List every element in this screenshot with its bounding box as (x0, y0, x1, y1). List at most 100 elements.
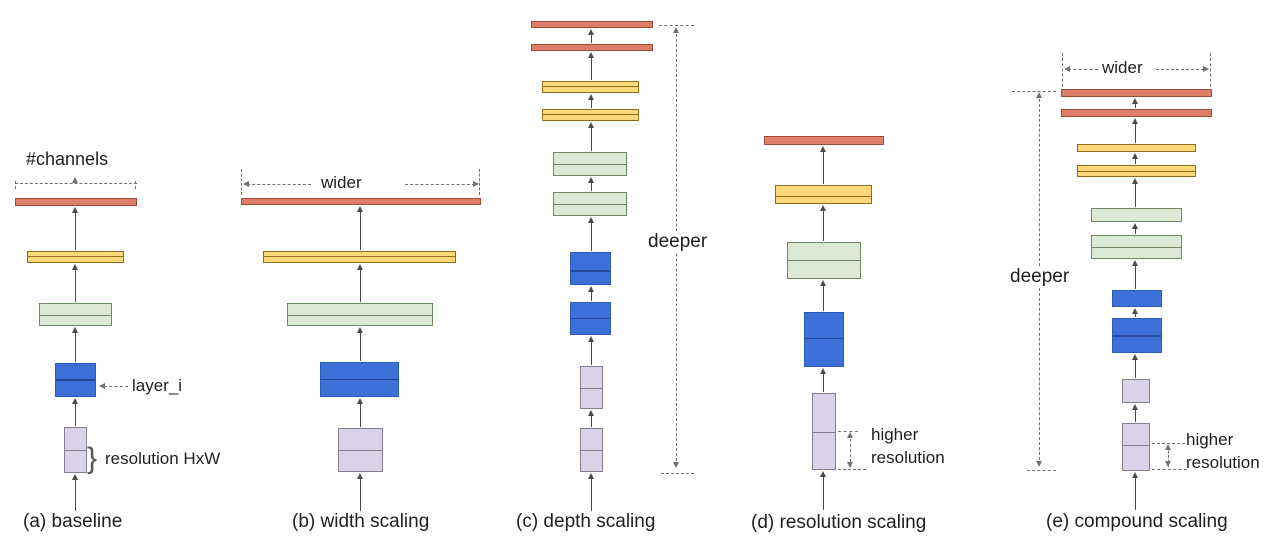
caption-baseline: (a) baseline (23, 511, 123, 532)
input-resolution-block (580, 366, 603, 409)
flow-arrow (588, 94, 595, 108)
wider-label: wider (321, 173, 362, 192)
input-resolution-block (580, 428, 603, 472)
layer-block-blue (570, 252, 611, 285)
layer-bar-yellow (542, 81, 639, 93)
higher-res-line-bottom (838, 469, 866, 470)
resolution-label: resolution (1186, 453, 1260, 472)
flow-arrow (1132, 98, 1139, 108)
layer-block-blue (320, 362, 399, 397)
flow-arrow (588, 177, 595, 191)
channels-bracket-arrow-icon (72, 177, 78, 183)
flow-arrow (588, 217, 595, 251)
wider-line-right (405, 184, 475, 185)
caption-resolution-scaling: (d) resolution scaling (751, 512, 927, 533)
flow-arrow (588, 29, 595, 43)
layer-block-blue (804, 312, 844, 367)
flow-arrow (588, 52, 595, 80)
wider-label: wider (1102, 58, 1143, 77)
flow-arrow (357, 398, 364, 427)
wider-tick-left (241, 169, 242, 195)
flow-arrow (72, 398, 79, 426)
layer-bar-red (1061, 89, 1212, 97)
wider-line-right (1156, 69, 1204, 70)
resolution-label: resolution (871, 448, 945, 467)
layer-bar-green (287, 303, 433, 326)
channels-bracket-tick-right (135, 181, 136, 189)
higher-label: higher (871, 425, 919, 444)
layer-bar-green (787, 242, 861, 279)
layer-bar-yellow (542, 109, 639, 121)
wider-line-left (1068, 69, 1098, 70)
higher-res-arrow-up-icon (847, 432, 853, 438)
flow-arrow (588, 122, 595, 151)
deeper-bottom-line (1027, 470, 1056, 471)
flow-arrow (357, 327, 364, 361)
layer-bar-yellow (1077, 165, 1196, 177)
channels-bracket-line (15, 183, 137, 184)
wider-tick-right (479, 169, 480, 195)
flow-arrow (1132, 308, 1139, 317)
flow-arrow (588, 336, 595, 365)
deeper-arrow-up-icon (673, 27, 679, 33)
higher-res-measure-line (1168, 446, 1169, 467)
flow-arrow (820, 368, 827, 392)
layer-bar-yellow (27, 251, 124, 263)
higher-res-arrow-down-icon (847, 462, 853, 468)
caption-depth-scaling: (c) depth scaling (516, 511, 656, 532)
layer-bar-red (764, 136, 884, 145)
input-resolution-block (338, 428, 383, 472)
wider-tick-left (1062, 53, 1063, 87)
wider-arrow-right-icon (473, 181, 479, 187)
deeper-label: deeper (645, 231, 711, 253)
wider-tick-right (1210, 53, 1211, 87)
input-arrow (357, 473, 364, 511)
layer-pointer-line (104, 386, 128, 387)
input-resolution-block (64, 427, 87, 473)
higher-label: higher (1186, 430, 1234, 449)
flow-arrow (588, 410, 595, 427)
deeper-arrow-down-icon (1036, 461, 1042, 467)
higher-res-line-top (838, 431, 858, 432)
layer-bar-red (241, 198, 481, 205)
higher-res-line-bottom (1152, 469, 1187, 470)
layer-bar-green (39, 303, 112, 326)
flow-arrow (72, 327, 79, 362)
flow-arrow (72, 264, 79, 302)
layer-block-blue (570, 302, 611, 335)
wider-arrow-left-icon (243, 181, 249, 187)
input-arrow (1132, 472, 1139, 510)
flow-arrow (1132, 260, 1139, 289)
layer-bar-red (15, 198, 137, 206)
input-arrow (72, 474, 79, 511)
layer-bar-red (1061, 109, 1212, 117)
flow-arrow (1132, 118, 1139, 143)
layer-label: layer_i (132, 376, 183, 395)
input-arrow (820, 471, 827, 510)
higher-res-measure-line (850, 434, 851, 467)
deeper-top-line (1012, 91, 1056, 92)
flow-arrow (1132, 178, 1139, 207)
flow-arrow (1132, 404, 1139, 422)
channels-bracket-tick-left (15, 181, 16, 189)
flow-arrow (820, 205, 827, 241)
flow-arrow (820, 146, 827, 184)
resolution-brace-icon: } (87, 442, 98, 475)
layer-bar-red (531, 44, 653, 51)
layer-bar-green (1091, 235, 1182, 259)
flow-arrow (588, 286, 595, 301)
channels-label: #channels (26, 149, 109, 169)
layer-block-blue (55, 363, 96, 397)
layer-bar-green (553, 192, 627, 216)
layer-bar-green (553, 152, 627, 176)
deeper-bottom-line (661, 473, 694, 474)
flow-arrow (1132, 223, 1139, 234)
wider-line-left (247, 184, 311, 185)
flow-arrow (357, 264, 364, 302)
layer-bar-yellow (775, 185, 872, 204)
input-resolution-block (812, 393, 836, 470)
flow-arrow (1132, 354, 1139, 378)
flow-arrow (357, 206, 364, 250)
deeper-top-line (659, 25, 694, 26)
